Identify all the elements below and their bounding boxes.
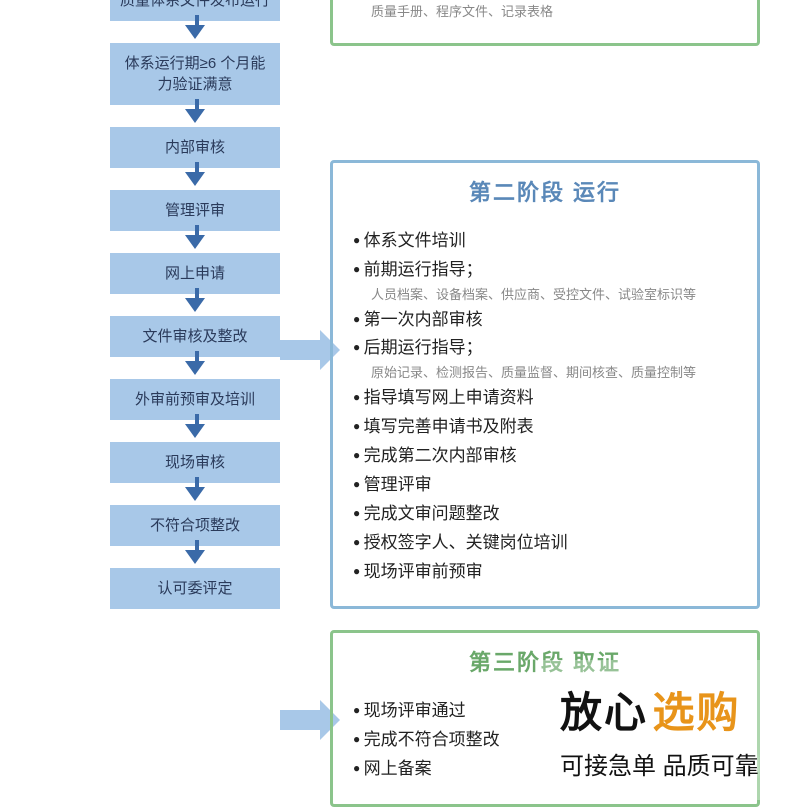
- phase2-list-item-1: 前期运行指导；: [353, 256, 737, 285]
- phase-1-body: 体系文件初稿编写；质量手册、程序文件、记录表格: [333, 0, 757, 43]
- promo-overlay: 放心 选购 可接急单 品质可靠: [540, 660, 800, 800]
- phase2-list-item-11: 授权签字人、关键岗位培训: [353, 529, 737, 558]
- overlay-text-2: 可接急单 品质可靠: [560, 746, 759, 781]
- flow-arrow-1: [185, 109, 205, 123]
- flow-arrow-0: [185, 25, 205, 39]
- phase2-list-item-8: 完成第二次内部审核: [353, 442, 737, 471]
- phase2-list-item-10: 完成文审问题整改: [353, 500, 737, 529]
- flow-arrow-5: [185, 361, 205, 375]
- flow-arrow-6: [185, 424, 205, 438]
- phase2-list-item-12: 现场评审前预审: [353, 558, 737, 587]
- phase-2-box: 第二阶段 运行 体系文件培训前期运行指导；人员档案、设备档案、供应商、受控文件、…: [330, 160, 760, 609]
- overlay-text-1b: 选购: [652, 689, 740, 736]
- flow-arrow-2: [185, 172, 205, 186]
- flow-box-9: 认可委评定: [110, 568, 280, 609]
- phase2-list-item-4: 后期运行指导；: [353, 334, 737, 363]
- phase2-list-item-9: 管理评审: [353, 471, 737, 500]
- flow-arrow-7: [185, 487, 205, 501]
- phase-1-box: 体系文件初稿编写；质量手册、程序文件、记录表格: [330, 0, 760, 46]
- phase2-list-item-2: 人员档案、设备档案、供应商、受控文件、试验室标识等: [353, 285, 737, 306]
- phase-2-body: 体系文件培训前期运行指导；人员档案、设备档案、供应商、受控文件、试验室标识等第一…: [333, 217, 757, 606]
- phase2-list-item-5: 原始记录、检测报告、质量监督、期间核查、质量控制等: [353, 363, 737, 384]
- phase2-list-item-3: 第一次内部审核: [353, 306, 737, 335]
- phase2-list-item-6: 指导填写网上申请资料: [353, 384, 737, 413]
- flow-box-1: 体系运行期≥6 个月能力验证满意: [110, 43, 280, 105]
- phase1-list-item-1: 质量手册、程序文件、记录表格: [353, 2, 737, 23]
- flow-arrow-8: [185, 550, 205, 564]
- flow-arrow-4: [185, 298, 205, 312]
- phase2-list-item-0: 体系文件培训: [353, 227, 737, 256]
- phase-2-header: 第二阶段 运行: [333, 163, 757, 217]
- flow-arrow-3: [185, 235, 205, 249]
- flowchart-column: 质量体系文件发布运行体系运行期≥6 个月能力验证满意内部审核管理评审网上申请文件…: [110, 0, 280, 609]
- overlay-text-1a: 放心: [560, 689, 648, 736]
- phase2-list-item-7: 填写完善申请书及附表: [353, 413, 737, 442]
